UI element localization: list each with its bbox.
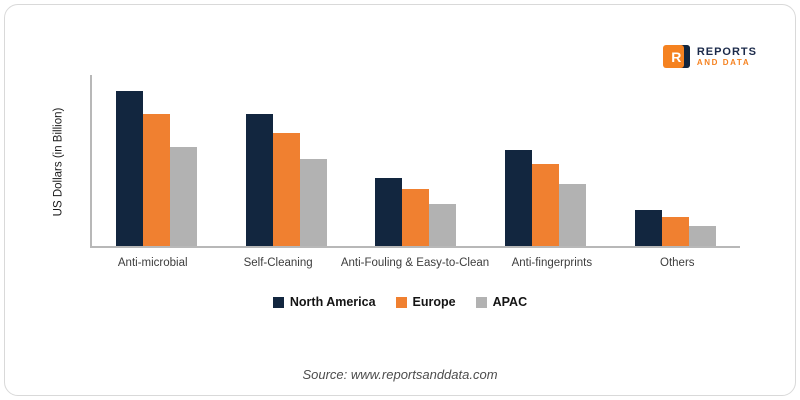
category-label: Anti-microbial — [117, 257, 188, 269]
bar-north-america — [375, 177, 403, 246]
bar-apac — [429, 204, 457, 246]
bar-apac — [688, 225, 716, 246]
bar-europe — [143, 114, 171, 246]
bar-group — [222, 75, 352, 246]
logo-text-main: REPORTS — [696, 45, 757, 58]
reports-and-data-logo: R REPORTS AND DATA — [662, 45, 757, 68]
bar-apac — [559, 184, 587, 246]
legend-label: Europe — [412, 295, 456, 309]
bar-north-america — [505, 149, 533, 246]
chart-card: R REPORTS AND DATA US Dollars (in Billio… — [4, 4, 796, 396]
bar-north-america — [634, 210, 662, 246]
bar-group — [481, 75, 611, 246]
legend: North America Europe APAC — [5, 295, 795, 309]
bar-apac — [170, 146, 198, 246]
legend-swatch — [475, 296, 487, 308]
legend-swatch — [395, 296, 407, 308]
legend-item: Europe — [395, 295, 456, 309]
logo-mark-icon: R — [662, 45, 690, 68]
bar-north-america — [245, 114, 273, 246]
bar-north-america — [116, 91, 144, 246]
bar-europe — [402, 188, 430, 246]
plot-area — [90, 75, 740, 248]
bar-europe — [532, 163, 560, 246]
y-axis-label-text: US Dollars (in Billion) — [52, 107, 65, 216]
category-labels: Anti-microbial Self-Cleaning Anti-Fouling … — [90, 257, 740, 269]
legend-item: North America — [272, 295, 376, 309]
bar-group — [610, 75, 740, 246]
y-axis-label: US Dollars (in Billion) — [49, 75, 67, 248]
category-label: Anti-Fouling & Easy-to-Clean — [340, 257, 490, 269]
logo-text-sub: AND DATA — [696, 58, 751, 68]
bar-europe — [661, 216, 689, 246]
category-label: Anti-fingerprints — [511, 257, 593, 269]
legend-item: APAC — [475, 295, 528, 309]
category-label: Self-Cleaning — [243, 257, 313, 269]
legend-label: APAC — [492, 295, 528, 309]
source-text: Source: www.reportsanddata.com — [302, 367, 498, 382]
logo-text: REPORTS AND DATA — [697, 46, 757, 68]
category-label: Others — [660, 257, 695, 269]
legend-swatch — [272, 296, 284, 308]
bar-europe — [272, 132, 300, 246]
bar-apac — [299, 159, 327, 246]
legend-label: North America — [289, 295, 376, 309]
bar-group — [92, 75, 222, 246]
bar-group — [351, 75, 481, 246]
